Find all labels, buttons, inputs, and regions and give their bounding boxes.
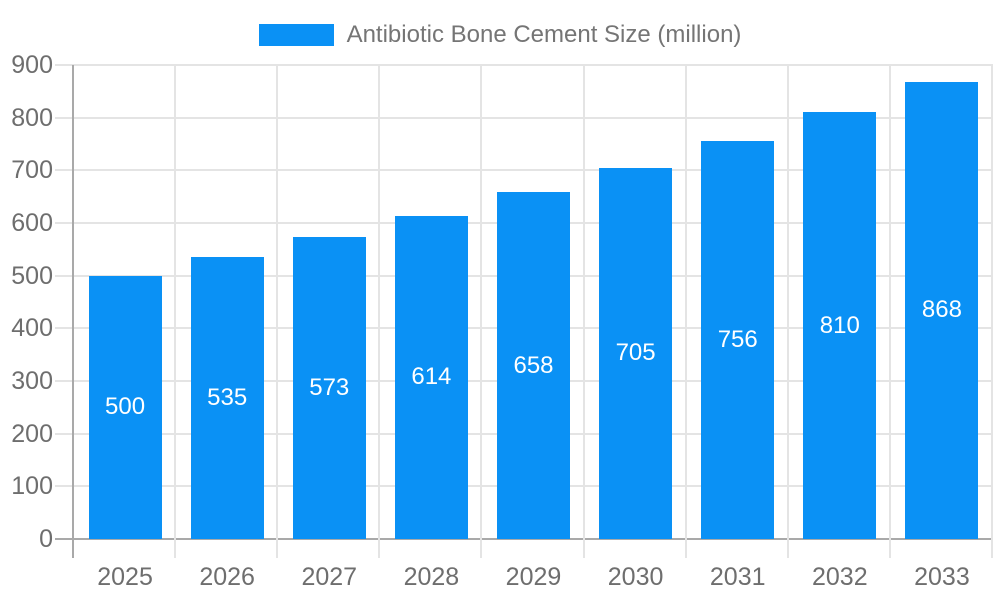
gridline-vertical <box>991 65 993 558</box>
bar-value-label: 535 <box>207 384 248 412</box>
bar-2029[interactable] <box>497 192 570 539</box>
y-axis-tick-label: 900 <box>11 51 53 79</box>
x-axis-tick-label: 2030 <box>607 563 664 591</box>
gridline-horizontal <box>55 64 993 66</box>
plot-area: 0 100 200 300 400 500 600 700 800 900 500 2025 535 20… <box>11 51 993 591</box>
bar-2033[interactable] <box>905 81 979 539</box>
x-axis-tick-label: 2029 <box>505 563 562 591</box>
bar-value-label: 573 <box>309 374 350 402</box>
x-axis-line <box>55 538 993 540</box>
x-axis-tick-label: 2026 <box>199 563 255 591</box>
y-axis-tick-label: 600 <box>11 209 53 237</box>
bar-value-label: 614 <box>411 363 452 391</box>
x-axis-tick-label: 2028 <box>403 563 460 591</box>
bar-value-label: 500 <box>105 393 146 421</box>
y-axis-tick-label: 200 <box>11 419 53 448</box>
x-axis-tick-label: 2031 <box>709 563 766 591</box>
bar-2025[interactable] <box>88 275 162 539</box>
x-axis-tick-label: 2025 <box>97 563 153 591</box>
bar-value-label: 705 <box>615 339 656 367</box>
bar-value-label: 810 <box>819 311 860 339</box>
legend-label: Antibiotic Bone Cement Size (million) <box>346 21 742 48</box>
bar-2027[interactable] <box>292 237 366 539</box>
y-axis-tick-label: 500 <box>11 261 53 290</box>
bar-value-label: 658 <box>513 351 554 379</box>
bar-2030[interactable] <box>599 167 673 539</box>
legend-swatch <box>258 24 334 46</box>
gridline-horizontal <box>55 169 993 172</box>
gridline-vertical <box>786 65 789 558</box>
bar-2028[interactable] <box>394 215 468 539</box>
bar-2032[interactable] <box>803 112 877 539</box>
y-axis-tick-label: 400 <box>11 314 53 343</box>
y-axis-tick-label: 0 <box>39 525 53 553</box>
gridline-vertical <box>582 65 585 558</box>
legend-item[interactable]: Antibiotic Bone Cement Size (million) <box>0 21 1000 49</box>
bar-value-label: 756 <box>717 325 758 353</box>
y-axis-tick-label: 800 <box>11 103 53 132</box>
gridline-horizontal <box>55 116 993 119</box>
gridline-vertical <box>378 65 381 558</box>
y-axis-tick-label: 100 <box>11 472 53 501</box>
y-axis-tick-label: 300 <box>11 367 53 395</box>
y-axis-tick-label: 700 <box>11 156 53 185</box>
gridline-vertical <box>174 65 177 558</box>
x-axis-tick-label: 2033 <box>914 563 970 591</box>
bar-value-label: 868 <box>921 296 962 324</box>
y-axis-line <box>72 65 74 558</box>
gridline-vertical <box>276 65 279 558</box>
x-axis-tick-label: 2032 <box>812 563 868 591</box>
bar-2031[interactable] <box>701 140 775 539</box>
bar-2026[interactable] <box>190 257 264 539</box>
gridline-vertical <box>684 65 687 558</box>
gridline-vertical <box>888 65 891 558</box>
gridline-vertical <box>480 65 483 558</box>
x-axis-tick-label: 2027 <box>301 563 358 591</box>
